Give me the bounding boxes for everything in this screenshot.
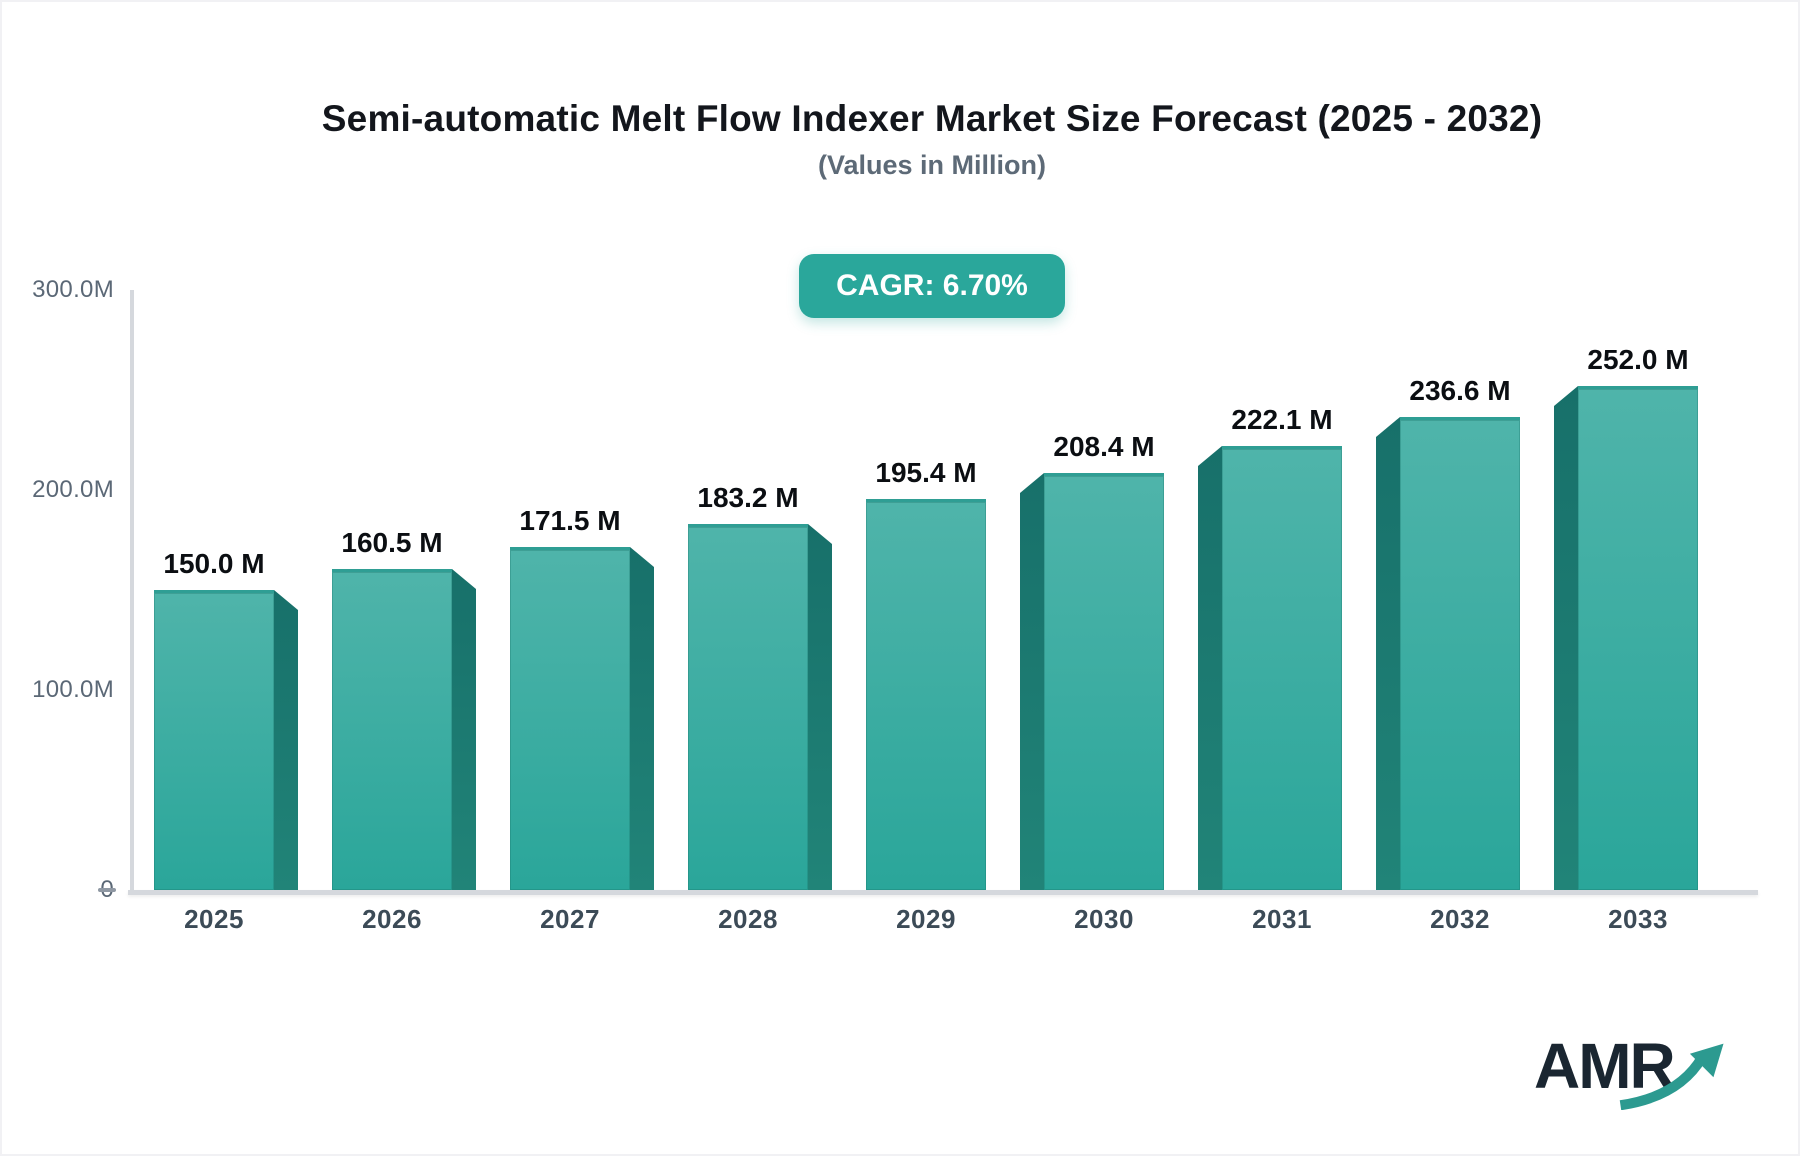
x-axis-label: 2031 [1252,904,1312,934]
bar-2028 [688,524,808,890]
bar-side-3d [274,590,298,890]
bar-2025 [154,590,274,890]
cagr-badge-band: CAGR: 6.70% [132,254,1732,318]
bar-side-3d [1376,417,1400,890]
bar-2027 [510,547,630,890]
amr-logo-text: AMR [1534,1030,1676,1102]
bar-2031 [1222,446,1342,890]
amr-logo: AMR [1534,1034,1744,1124]
bar-2029 [866,499,986,890]
chart-title: Semi-automatic Melt Flow Indexer Market … [321,98,1543,139]
bar-2030 [1044,473,1164,890]
growth-arrow-icon [1619,1043,1724,1110]
chart-subtitle: (Values in Million) [817,150,1047,180]
y-axis-tick-label: 100.0M [32,676,114,703]
x-axis-label: 2029 [896,904,956,934]
x-axis-label: 2030 [1074,904,1134,934]
bar-value-label: 236.6 M [1409,375,1511,406]
x-axis-label: 2025 [184,904,244,934]
x-axis-line [128,890,1758,895]
bar-value-label: 222.1 M [1231,404,1333,435]
bar-2033 [1578,386,1698,890]
bar-value-label: 208.4 M [1053,431,1155,462]
bar-value-label: 183.2 M [697,482,799,513]
bar-side-3d [1020,473,1044,890]
bar-side-3d [1554,386,1578,890]
cagr-badge: CAGR: 6.70% [799,254,1065,318]
y-axis-tick-label: 300.0M [32,276,114,303]
bar-value-label: 252.0 M [1587,344,1689,375]
y-axis-tick-label: 200.0M [32,476,114,503]
bar-value-label: 171.5 M [519,505,621,536]
y-axis-line [130,290,134,893]
bar-2026 [332,569,452,890]
bar-side-3d [808,524,832,890]
x-axis-label: 2026 [362,904,422,934]
x-axis-label: 2027 [540,904,600,934]
zero-tick-dash [98,888,116,892]
x-axis-label: 2028 [718,904,778,934]
x-axis-label: 2033 [1608,904,1668,934]
bar-side-3d [630,547,654,890]
bar-value-label: 195.4 M [875,457,977,488]
x-axis-label: 2032 [1430,904,1490,934]
bar-2032 [1400,417,1520,890]
bar-side-3d [452,569,476,890]
bar-value-label: 150.0 M [163,548,265,579]
bar-value-label: 160.5 M [341,527,443,558]
bar-side-3d [1198,446,1222,890]
